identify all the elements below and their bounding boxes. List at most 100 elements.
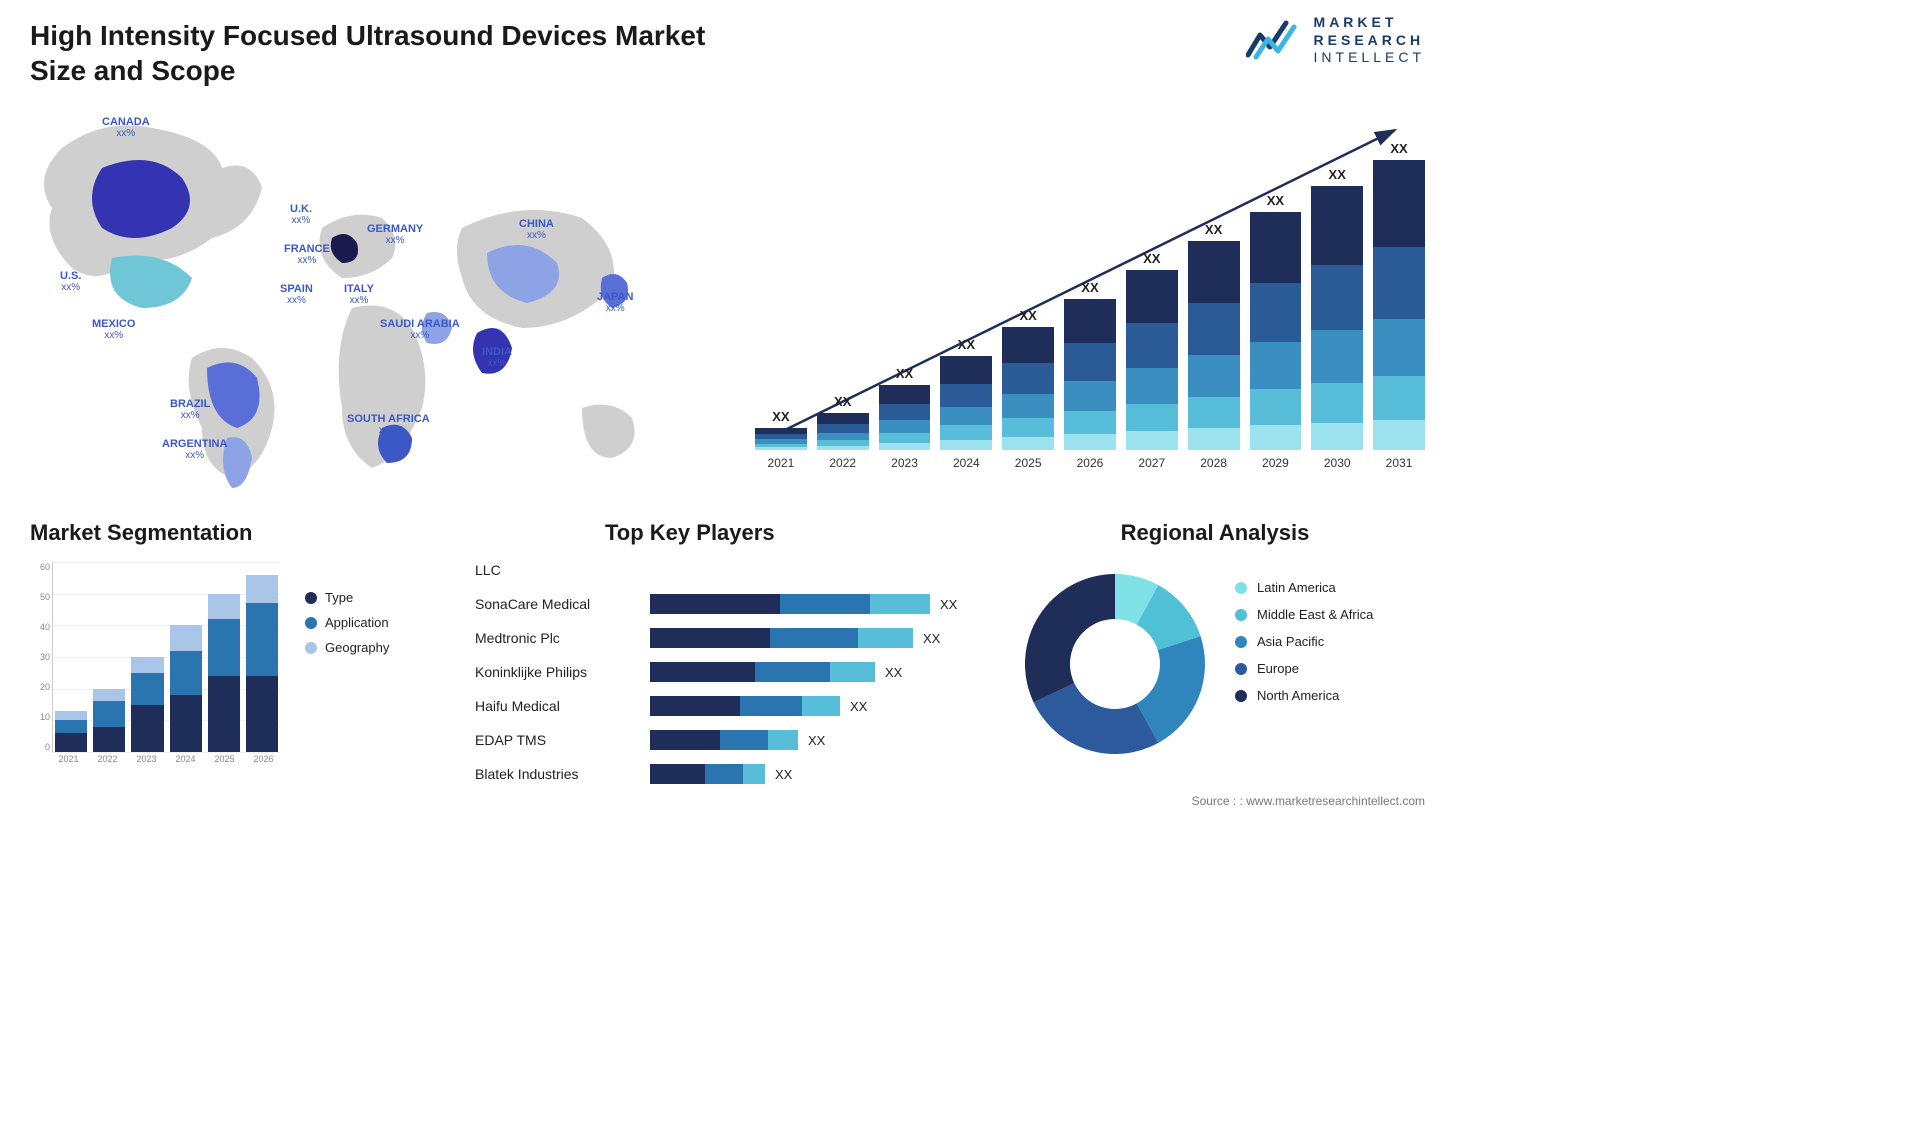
seg-bar-2024	[170, 562, 202, 752]
kp-seg	[720, 730, 768, 750]
kp-seg	[858, 628, 913, 648]
seg-seg	[93, 701, 125, 726]
source-text: Source : : www.marketresearchintellect.c…	[1192, 794, 1425, 808]
seg-ytick: 40	[30, 622, 50, 632]
kp-name: Koninklijke Philips	[475, 664, 650, 680]
kp-name: Blatek Industries	[475, 766, 650, 782]
seg-seg	[170, 651, 202, 695]
seg-seg	[55, 733, 87, 752]
growth-seg	[1188, 428, 1240, 450]
growth-xaxis-label: 2027	[1126, 456, 1178, 470]
growth-seg	[940, 356, 992, 383]
map-label-japan: JAPANxx%	[597, 291, 633, 314]
growth-seg	[940, 407, 992, 426]
seg-bar-2022	[93, 562, 125, 752]
growth-xaxis-label: 2025	[1002, 456, 1054, 470]
growth-seg	[1126, 323, 1178, 368]
seg-xaxis-label: 2024	[169, 754, 202, 764]
growth-seg	[1250, 283, 1302, 342]
growth-bar-label: XX	[817, 394, 869, 409]
seg-seg	[246, 603, 278, 676]
growth-xaxis-label: 2023	[879, 456, 931, 470]
growth-seg	[1250, 389, 1302, 425]
growth-seg	[879, 404, 931, 420]
kp-bar	[650, 662, 875, 682]
map-label-argentina: ARGENTINAxx%	[162, 438, 227, 461]
growth-seg	[1188, 397, 1240, 429]
growth-seg	[1002, 363, 1054, 393]
legend-swatch	[1235, 690, 1247, 702]
growth-seg	[1064, 434, 1116, 450]
kp-row: Medtronic PlcXX	[475, 622, 985, 654]
legend-label: Application	[325, 615, 389, 630]
regional-legend-item: Middle East & Africa	[1235, 607, 1373, 622]
growth-bar-2029: XX	[1250, 212, 1302, 450]
logo-line1: MARKET	[1314, 14, 1425, 32]
kp-bar	[650, 730, 798, 750]
legend-swatch	[305, 642, 317, 654]
seg-legend-item: Geography	[305, 640, 389, 655]
growth-bar-2030: XX	[1311, 186, 1363, 450]
kp-name: Haifu Medical	[475, 698, 650, 714]
kp-name: Medtronic Plc	[475, 630, 650, 646]
growth-seg	[1126, 404, 1178, 431]
growth-bar-2027: XX	[1126, 270, 1178, 450]
donut-slice	[1025, 574, 1115, 702]
growth-seg	[879, 420, 931, 433]
kp-name: SonaCare Medical	[475, 596, 650, 612]
kp-row: Koninklijke PhilipsXX	[475, 656, 985, 688]
seg-xaxis-label: 2026	[247, 754, 280, 764]
growth-bar-2025: XX	[1002, 327, 1054, 450]
seg-xaxis-label: 2022	[91, 754, 124, 764]
growth-seg	[1311, 265, 1363, 331]
seg-bar-2026	[246, 562, 278, 752]
growth-seg	[1250, 425, 1302, 450]
seg-seg	[131, 673, 163, 705]
regional-legend: Latin AmericaMiddle East & AfricaAsia Pa…	[1235, 580, 1373, 715]
seg-xaxis-label: 2021	[52, 754, 85, 764]
growth-seg	[1311, 383, 1363, 423]
growth-xaxis-label: 2024	[940, 456, 992, 470]
donut-slice	[1034, 683, 1159, 754]
legend-swatch	[1235, 636, 1247, 648]
legend-label: Type	[325, 590, 353, 605]
regional-legend-item: Latin America	[1235, 580, 1373, 595]
seg-seg	[170, 695, 202, 752]
kp-bar	[650, 764, 765, 784]
growth-seg	[940, 440, 992, 450]
growth-seg	[1064, 299, 1116, 344]
legend-label: Geography	[325, 640, 389, 655]
seg-legend-item: Type	[305, 590, 389, 605]
kp-seg	[650, 662, 755, 682]
seg-ytick: 30	[30, 652, 50, 662]
legend-swatch	[305, 617, 317, 629]
growth-xaxis-label: 2030	[1311, 456, 1363, 470]
kp-seg	[705, 764, 743, 784]
seg-seg	[246, 575, 278, 604]
segmentation-block: Market Segmentation 6050403020100 202120…	[30, 520, 460, 780]
growth-seg	[1126, 270, 1178, 323]
growth-xaxis-label: 2021	[755, 456, 807, 470]
kp-value: XX	[940, 597, 957, 612]
seg-ytick: 60	[30, 562, 50, 572]
seg-bar-2021	[55, 562, 87, 752]
seg-seg	[131, 657, 163, 673]
kp-name: EDAP TMS	[475, 732, 650, 748]
brand-logo: MARKET RESEARCH INTELLECT	[1246, 14, 1425, 67]
growth-seg	[1250, 342, 1302, 390]
segmentation-chart: 6050403020100 202120222023202420252026	[30, 562, 280, 772]
segmentation-title: Market Segmentation	[30, 520, 460, 546]
legend-swatch	[305, 592, 317, 604]
growth-seg	[940, 384, 992, 407]
legend-label: Middle East & Africa	[1257, 607, 1373, 622]
growth-seg	[1311, 423, 1363, 450]
seg-seg	[208, 594, 240, 619]
growth-seg	[1002, 394, 1054, 419]
segmentation-legend: Type Application Geography	[305, 590, 389, 665]
kp-seg	[650, 696, 740, 716]
seg-xaxis-label: 2025	[208, 754, 241, 764]
logo-line2: RESEARCH	[1314, 32, 1425, 50]
page-title: High Intensity Focused Ultrasound Device…	[30, 18, 750, 88]
seg-ytick: 50	[30, 592, 50, 602]
logo-icon	[1246, 17, 1304, 63]
